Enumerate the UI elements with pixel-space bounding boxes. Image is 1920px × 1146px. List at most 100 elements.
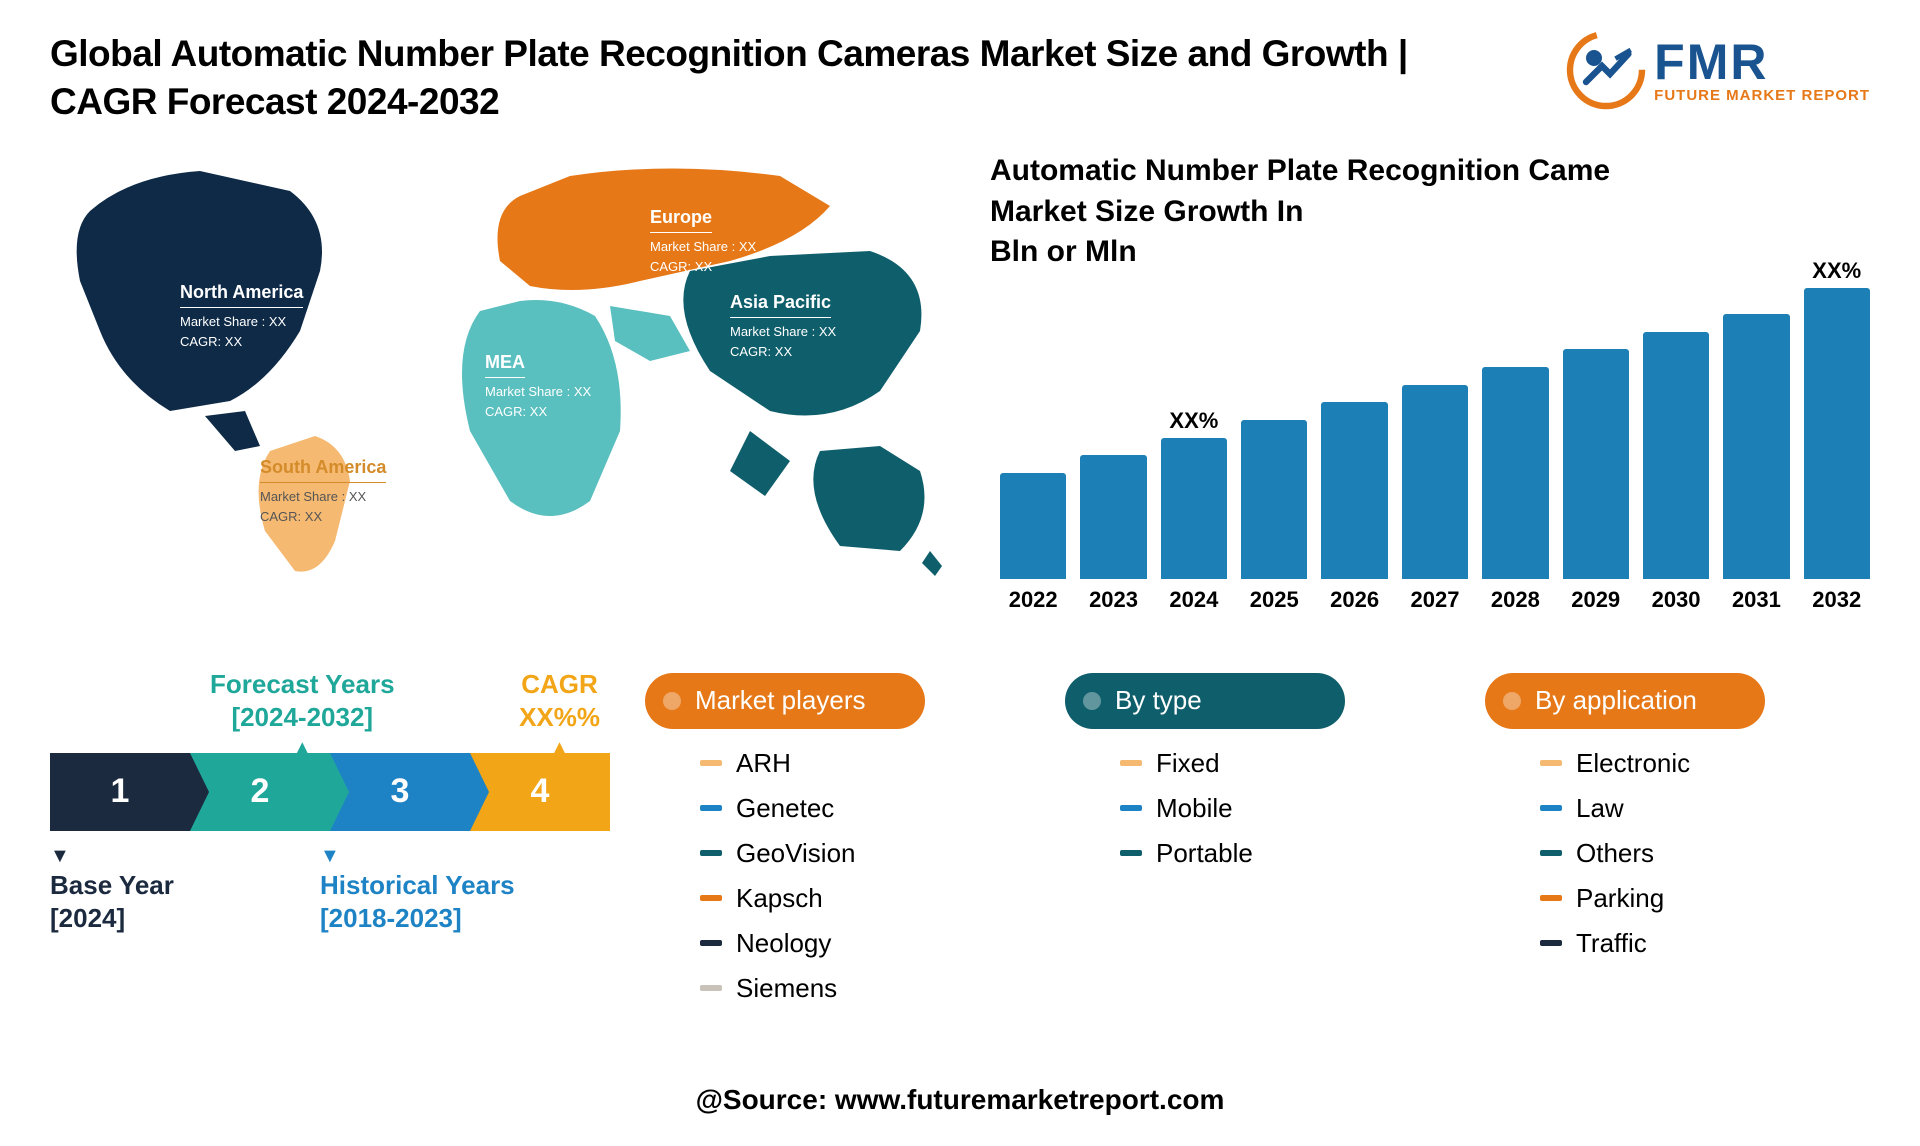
bar xyxy=(1402,385,1468,579)
bar xyxy=(1000,473,1066,579)
dash-icon xyxy=(700,940,722,946)
dash-icon xyxy=(1540,895,1562,901)
chart-title: Automatic Number Plate Recognition Came … xyxy=(990,151,1870,273)
bar xyxy=(1643,332,1709,579)
dash-icon xyxy=(1120,805,1142,811)
bar-label: 2023 xyxy=(1089,587,1138,613)
pill-header-type: By type xyxy=(1065,673,1345,729)
list-item-label: ARH xyxy=(736,748,791,779)
annot-cagr: CAGR XX%% ▲ xyxy=(519,668,600,762)
dash-icon xyxy=(1120,850,1142,856)
bar xyxy=(1804,288,1870,579)
pill-application: By application Electronic Law Others Parkin… xyxy=(1485,673,1870,966)
top-section: North America Market Share : XX CAGR: XX… xyxy=(50,151,1870,613)
pill-type: By type Fixed Mobile Portable xyxy=(1065,673,1450,876)
list-item-label: Parking xyxy=(1576,883,1664,914)
list-item: Neology xyxy=(700,921,1030,966)
list-item: Fixed xyxy=(1120,741,1450,786)
list-item-label: Traffic xyxy=(1576,928,1647,959)
bar-column: 2023 xyxy=(1080,455,1146,613)
list-item: Parking xyxy=(1540,876,1870,921)
bar-annotation: XX% xyxy=(1169,408,1218,466)
dash-icon xyxy=(700,985,722,991)
bar-column: XX%2024 xyxy=(1161,438,1227,613)
pill-header-application: By application xyxy=(1485,673,1765,729)
bar-label: 2031 xyxy=(1732,587,1781,613)
annot-forecast: Forecast Years [2024-2032] ▲ xyxy=(210,668,395,762)
growth-chart: Automatic Number Plate Recognition Came … xyxy=(990,151,1870,613)
dash-icon xyxy=(700,895,722,901)
region-na: North America Market Share : XX CAGR: XX xyxy=(180,281,303,351)
bar-label: 2030 xyxy=(1652,587,1701,613)
bar-label: 2026 xyxy=(1330,587,1379,613)
list-item-label: Genetec xyxy=(736,793,834,824)
pill-dot-icon xyxy=(1503,692,1521,710)
bar-column: 2025 xyxy=(1241,420,1307,613)
pill-players: Market players ARH Genetec GeoVision Kapsch… xyxy=(645,673,1030,1011)
logo: FMR FUTURE MARKET REPORT xyxy=(1566,30,1870,110)
region-mea: MEA Market Share : XX CAGR: XX xyxy=(485,351,591,421)
list-item: Traffic xyxy=(1540,921,1870,966)
dash-icon xyxy=(1120,760,1142,766)
bar-label: 2025 xyxy=(1250,587,1299,613)
dash-icon xyxy=(700,760,722,766)
list-item: Genetec xyxy=(700,786,1030,831)
bar-column: 2026 xyxy=(1321,402,1387,612)
list-item: Electronic xyxy=(1540,741,1870,786)
bar xyxy=(1563,349,1629,578)
dash-icon xyxy=(700,805,722,811)
list-item: Others xyxy=(1540,831,1870,876)
list-item: Portable xyxy=(1120,831,1450,876)
bar xyxy=(1723,314,1789,579)
bar-label: 2024 xyxy=(1169,587,1218,613)
header: Global Automatic Number Plate Recognitio… xyxy=(50,30,1870,126)
page-title: Global Automatic Number Plate Recognitio… xyxy=(50,30,1450,126)
bar xyxy=(1241,420,1307,579)
list-item-label: Others xyxy=(1576,838,1654,869)
list-item-label: Neology xyxy=(736,928,831,959)
list-item: GeoVision xyxy=(700,831,1030,876)
bar-label: 2029 xyxy=(1571,587,1620,613)
pill-header-players: Market players xyxy=(645,673,925,729)
bar-column: 2031 xyxy=(1723,314,1789,613)
timeline-segment: 2 xyxy=(190,753,330,831)
list-item-label: Electronic xyxy=(1576,748,1690,779)
world-map: North America Market Share : XX CAGR: XX… xyxy=(50,151,950,581)
dash-icon xyxy=(1540,760,1562,766)
bar-column: 2028 xyxy=(1482,367,1548,613)
dash-icon xyxy=(1540,940,1562,946)
bottom-section: Forecast Years [2024-2032] ▲ CAGR XX%% ▲… xyxy=(50,673,1870,1011)
dash-icon xyxy=(1540,805,1562,811)
region-eu: Europe Market Share : XX CAGR: XX xyxy=(650,206,756,276)
list-item-label: GeoVision xyxy=(736,838,856,869)
bar-column: 2027 xyxy=(1402,385,1468,613)
list-item-label: Kapsch xyxy=(736,883,823,914)
list-item-label: Law xyxy=(1576,793,1624,824)
list-item-label: Portable xyxy=(1156,838,1253,869)
bar xyxy=(1080,455,1146,579)
bar-column: 2030 xyxy=(1643,332,1709,613)
list-item: Mobile xyxy=(1120,786,1450,831)
bar-column: 2022 xyxy=(1000,473,1066,613)
list-item-label: Siemens xyxy=(736,973,837,1004)
list-item: Law xyxy=(1540,786,1870,831)
timeline: Forecast Years [2024-2032] ▲ CAGR XX%% ▲… xyxy=(50,673,610,831)
dash-icon xyxy=(1540,850,1562,856)
list-item: Kapsch xyxy=(700,876,1030,921)
annot-hist: ▼ Historical Years [2018-2023] xyxy=(320,843,515,937)
list-item: Siemens xyxy=(700,966,1030,1011)
logo-subtext: FUTURE MARKET REPORT xyxy=(1654,87,1870,104)
list-item-label: Fixed xyxy=(1156,748,1220,779)
bar-column: 2029 xyxy=(1563,349,1629,612)
bar xyxy=(1321,402,1387,578)
bar-label: 2032 xyxy=(1812,587,1861,613)
region-sa: South America Market Share : XX CAGR: XX xyxy=(260,456,386,526)
annot-base: ▼ Base Year [2024] xyxy=(50,843,174,937)
source-attribution: @Source: www.futuremarketreport.com xyxy=(696,1084,1225,1116)
list-item-label: Mobile xyxy=(1156,793,1233,824)
timeline-segment: 3 xyxy=(330,753,470,831)
fmr-logo-icon xyxy=(1566,30,1646,110)
bar-annotation: XX% xyxy=(1812,258,1861,316)
bar-label: 2028 xyxy=(1491,587,1540,613)
timeline-segment: 1 xyxy=(50,753,190,831)
